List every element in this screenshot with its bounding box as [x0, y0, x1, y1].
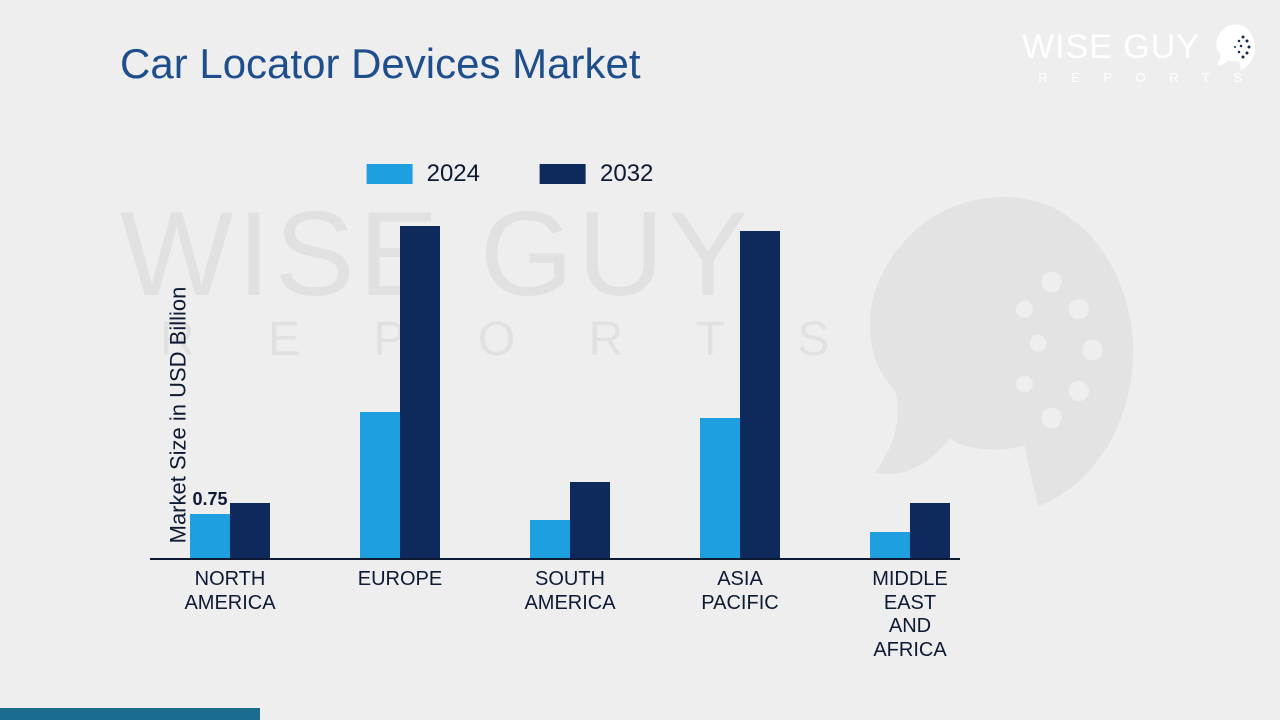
page-title: Car Locator Devices Market — [120, 40, 641, 88]
right-accent-band — [970, 0, 1280, 720]
brand-main-row: WISE GUY — [1022, 22, 1256, 72]
page-root: Car Locator Devices Market WISE GUY R E … — [0, 0, 1280, 720]
curve-mask — [970, 0, 1280, 720]
brand-sub-text: R E P O R T S — [1022, 70, 1256, 85]
legend-item-2032: 2032 — [540, 160, 653, 188]
bar — [870, 532, 910, 558]
x-tick-label: ASIAPACIFIC — [670, 568, 810, 615]
plot-area: 0.75 — [150, 210, 960, 560]
bar-group — [870, 503, 950, 558]
bar — [400, 226, 440, 559]
bar-chart: Market Size in USD Billion 2024 2032 0.7… — [60, 150, 960, 680]
chart-legend: 2024 2032 — [367, 160, 654, 188]
legend-item-2024: 2024 — [367, 160, 480, 188]
bar — [190, 514, 230, 558]
bar — [360, 412, 400, 558]
x-tick-label: MIDDLEEASTANDAFRICA — [840, 568, 980, 662]
curve-host — [970, 0, 1280, 720]
brand-head-icon — [1206, 22, 1256, 72]
bar-group — [530, 482, 610, 558]
x-tick-label: EUROPE — [330, 568, 470, 592]
bar — [910, 503, 950, 558]
bar-group — [700, 231, 780, 558]
bar — [700, 418, 740, 558]
legend-label-2024: 2024 — [427, 160, 480, 188]
x-tick-label: SOUTHAMERICA — [500, 568, 640, 615]
bottom-accent-bar — [0, 708, 260, 720]
legend-label-2032: 2032 — [600, 160, 653, 188]
bar-value-label: 0.75 — [192, 489, 227, 510]
bar — [530, 520, 570, 558]
brand-logo: WISE GUY R E P O R T S — [1022, 22, 1256, 85]
x-tick-label: NORTHAMERICA — [160, 568, 300, 615]
bar-group — [190, 503, 270, 558]
legend-swatch-2024 — [367, 164, 413, 184]
bar — [570, 482, 610, 558]
brand-main-text: WISE GUY — [1022, 28, 1200, 67]
bar-group — [360, 226, 440, 559]
x-axis-labels: NORTHAMERICA EUROPE SOUTHAMERICA ASIAPACIFI… — [150, 562, 960, 680]
bar — [740, 231, 780, 558]
legend-swatch-2032 — [540, 164, 586, 184]
bar — [230, 503, 270, 558]
